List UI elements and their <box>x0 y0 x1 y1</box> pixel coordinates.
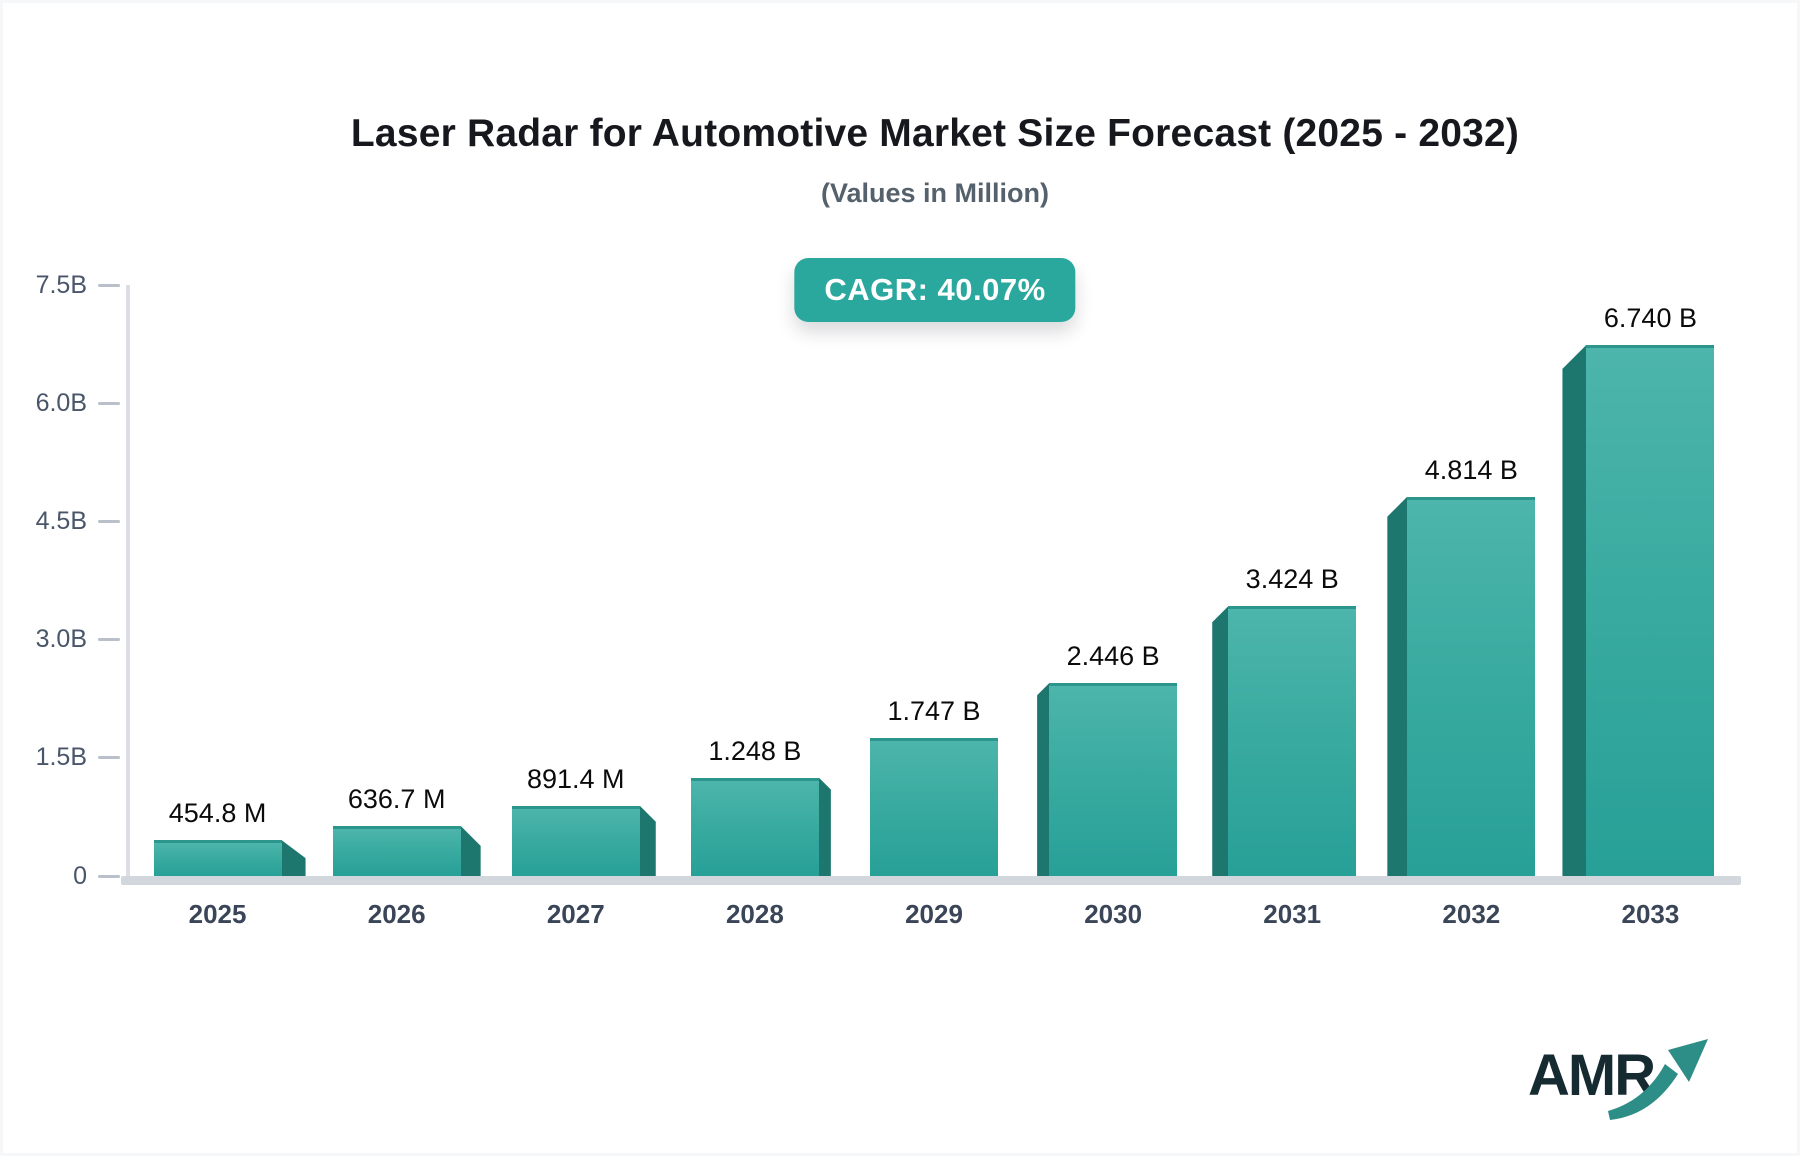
y-axis-tick-label: 1.5B <box>35 743 87 772</box>
x-axis-label-2029: 2029 <box>905 899 963 929</box>
bar-side-2025 <box>281 840 306 876</box>
bar-side-2028 <box>818 777 831 876</box>
bar-2028 <box>690 777 819 876</box>
bar-value-label-2031: 3.424 B <box>1245 564 1339 595</box>
y-axis-tick-dash <box>98 283 120 287</box>
x-axis-label-2026: 2026 <box>367 899 426 929</box>
x-axis-label-2031: 2031 <box>1263 899 1322 929</box>
bar-side-2031 <box>1212 606 1229 876</box>
x-axis-label-2025: 2025 <box>188 899 247 929</box>
y-axis-line <box>126 285 130 876</box>
y-axis-tick-label: 6.0B <box>35 388 87 417</box>
y-axis-tick-3.0B: 3.0B <box>14 625 120 655</box>
plot-area: 7.5B 6.0B 4.5B 3.0B 1.5B 0 454.8 M 636.7 M 891.… <box>0 271 1800 890</box>
bar-side-2030 <box>1037 683 1050 876</box>
chart-subtitle: (Values in Million) <box>820 178 1050 208</box>
bar-value-label-2032: 4.814 B <box>1424 454 1518 485</box>
y-axis-tick-dash <box>98 756 120 760</box>
y-axis-tick-4.5B: 4.5B <box>14 506 120 536</box>
chart-header: Laser Radar for Automotive Market Size F… <box>130 0 1740 322</box>
y-axis-tick-7.5B: 7.5B <box>14 270 120 300</box>
y-axis-tick-6.0B: 6.0B <box>14 388 120 418</box>
bar-2026 <box>332 825 461 876</box>
bar-2033 <box>1586 344 1715 876</box>
x-axis-label-2030: 2030 <box>1084 899 1143 929</box>
y-axis-tick-0: 0 <box>14 861 120 891</box>
bar-value-label-2030: 2.446 B <box>1066 641 1160 672</box>
y-axis-tick-dash <box>98 638 120 642</box>
cagr-badge: CAGR: 40.07% <box>794 258 1076 322</box>
x-axis-baseline <box>121 876 1741 885</box>
bar-2027 <box>511 805 640 876</box>
bar-side-2026 <box>460 825 481 876</box>
bar-2025 <box>153 840 282 876</box>
y-axis-tick-label: 4.5B <box>35 506 87 535</box>
bar-chart: 7.5B 6.0B 4.5B 3.0B 1.5B 0 454.8 M 636.7 M 891.… <box>0 271 1800 985</box>
bar-2030 <box>1049 683 1178 876</box>
bar-2032 <box>1407 496 1536 876</box>
y-axis-tick-1.5B: 1.5B <box>14 743 120 773</box>
bar-side-2027 <box>639 805 656 876</box>
growth-arrow-icon <box>1608 1039 1708 1120</box>
bar-value-label-2027: 891.4 M <box>526 763 625 794</box>
bar-side-2033 <box>1562 344 1587 876</box>
x-axis-label-2027: 2027 <box>546 899 605 929</box>
y-axis-tick-dash <box>98 874 120 878</box>
bar-value-label-2029: 1.747 B <box>887 696 981 727</box>
bar-side-2032 <box>1387 496 1408 876</box>
bar-value-label-2028: 1.248 B <box>708 735 802 766</box>
amr-logo-text: AMR <box>1528 1043 1656 1108</box>
x-axis-label-2032: 2032 <box>1442 899 1501 929</box>
bar-2029 <box>870 738 998 876</box>
bar-value-label-2033: 6.740 B <box>1603 302 1697 333</box>
y-axis-tick-label: 3.0B <box>35 625 87 654</box>
x-axis-label-2028: 2028 <box>725 899 784 929</box>
y-axis-tick-label: 0 <box>73 861 87 890</box>
bar-value-label-2025: 454.8 M <box>168 798 267 829</box>
bar-value-label-2026: 636.7 M <box>347 783 446 814</box>
y-axis-tick-dash <box>98 519 120 523</box>
y-axis-tick-label: 7.5B <box>35 270 87 299</box>
amr-logo: AMR <box>1528 1036 1728 1131</box>
y-axis-tick-dash <box>98 401 120 405</box>
bar-2031 <box>1228 606 1357 876</box>
chart-title: Laser Radar for Automotive Market Size F… <box>350 112 1520 155</box>
x-axis-label-2033: 2033 <box>1621 899 1680 929</box>
